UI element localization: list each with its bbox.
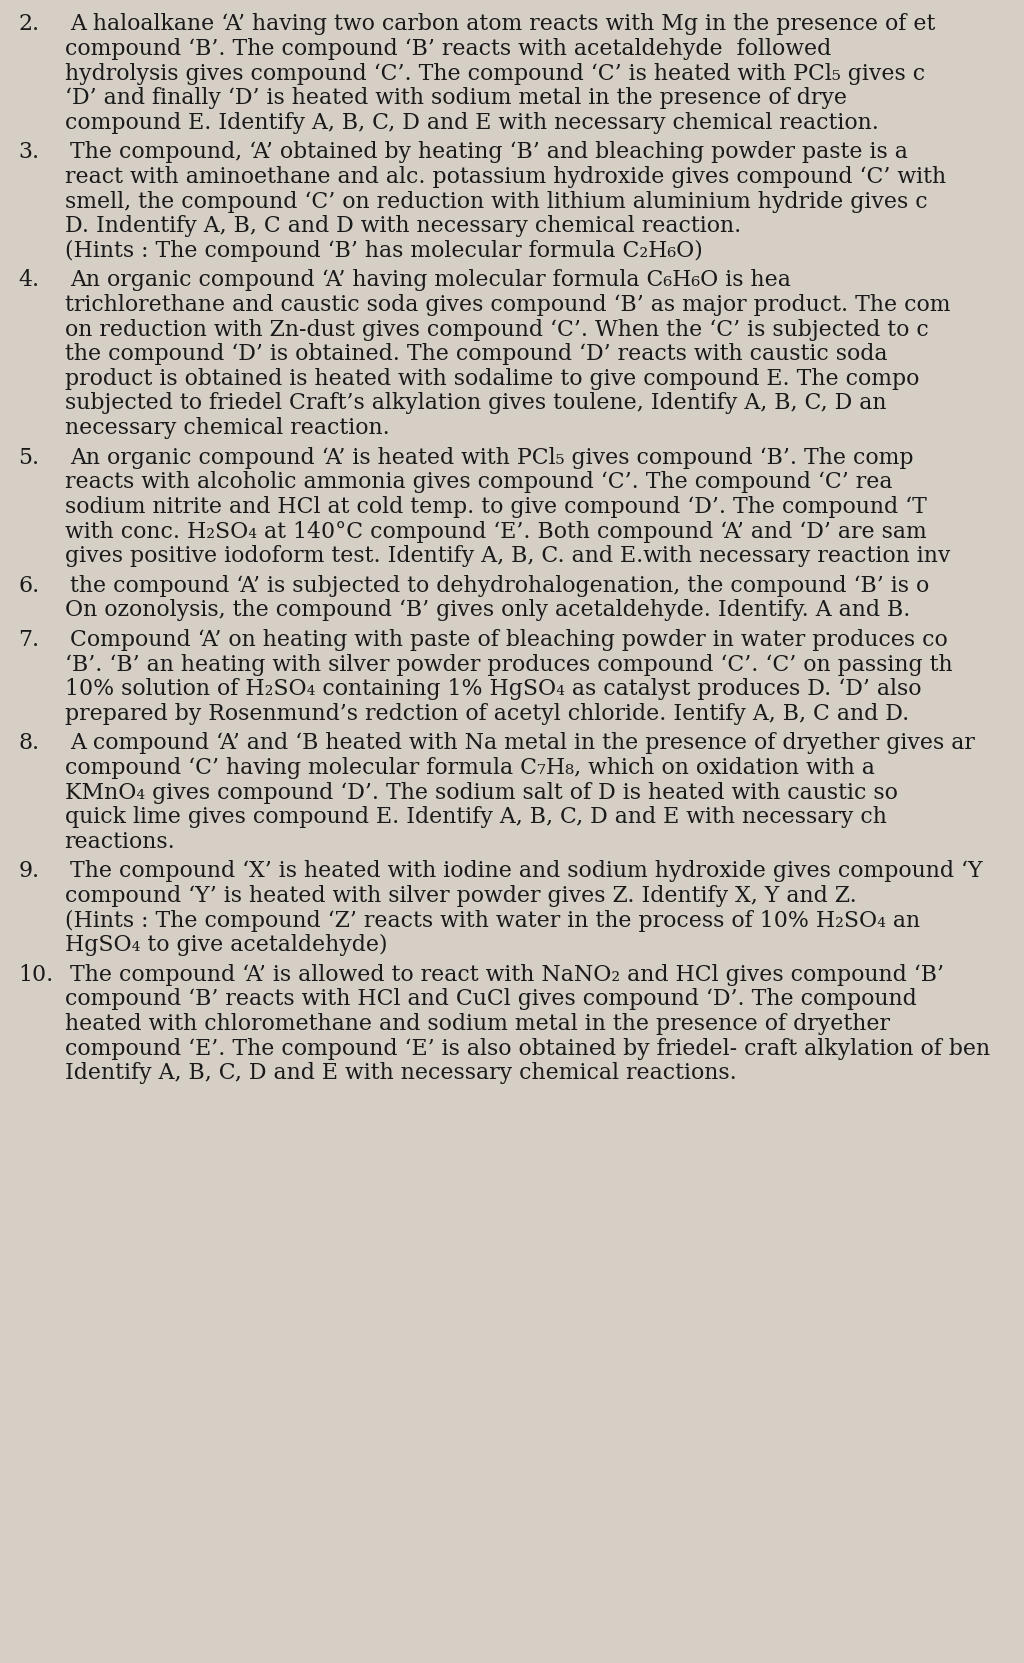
Text: compound ‘Y’ is heated with silver powder gives Z. Identify X, Y and Z.: compound ‘Y’ is heated with silver powde… (65, 885, 856, 906)
Text: (Hints : The compound ‘Z’ reacts with water in the process of 10% H₂SO₄ an: (Hints : The compound ‘Z’ reacts with wa… (65, 910, 920, 931)
Text: A haloalkane ‘A’ having two carbon atom reacts with Mg in the presence of et: A haloalkane ‘A’ having two carbon atom … (70, 13, 935, 35)
Text: D. Indentify A, B, C and D with necessary chemical reaction.: D. Indentify A, B, C and D with necessar… (65, 215, 740, 238)
Text: The compound ‘X’ is heated with iodine and sodium hydroxide gives compound ‘Y: The compound ‘X’ is heated with iodine a… (70, 860, 982, 883)
Text: 5.: 5. (18, 447, 40, 469)
Text: The compound ‘A’ is allowed to react with NaNO₂ and HCl gives compound ‘B’: The compound ‘A’ is allowed to react wit… (70, 965, 944, 986)
Text: compound E. Identify A, B, C, D and E with necessary chemical reaction.: compound E. Identify A, B, C, D and E wi… (65, 111, 879, 133)
Text: trichlorethane and caustic soda gives compound ‘B’ as major product. The com: trichlorethane and caustic soda gives co… (65, 294, 950, 316)
Text: The compound, ‘A’ obtained by heating ‘B’ and bleaching powder paste is a: The compound, ‘A’ obtained by heating ‘B… (70, 141, 907, 163)
Text: reactions.: reactions. (65, 832, 175, 853)
Text: 10.: 10. (18, 965, 53, 986)
Text: hydrolysis gives compound ‘C’. The compound ‘C’ is heated with PCl₅ gives c: hydrolysis gives compound ‘C’. The compo… (65, 63, 925, 85)
Text: 6.: 6. (18, 575, 40, 597)
Text: 10% solution of H₂SO₄ containing 1% HgSO₄ as catalyst produces D. ‘D’ also: 10% solution of H₂SO₄ containing 1% HgSO… (65, 679, 921, 700)
Text: 3.: 3. (18, 141, 40, 163)
Text: compound ‘B’ reacts with HCl and CuCl gives compound ‘D’. The compound: compound ‘B’ reacts with HCl and CuCl gi… (65, 988, 916, 1011)
Text: heated with chloromethane and sodium metal in the presence of dryether: heated with chloromethane and sodium met… (65, 1013, 890, 1034)
Text: compound ‘E’. The compound ‘E’ is also obtained by friedel- craft alkylation of : compound ‘E’. The compound ‘E’ is also o… (65, 1038, 989, 1059)
Text: quick lime gives compound E. Identify A, B, C, D and E with necessary ch: quick lime gives compound E. Identify A,… (65, 807, 887, 828)
Text: ‘B’. ‘B’ an heating with silver powder produces compound ‘C’. ‘C’ on passing th: ‘B’. ‘B’ an heating with silver powder p… (65, 654, 952, 675)
Text: On ozonolysis, the compound ‘B’ gives only acetaldehyde. Identify. A and B.: On ozonolysis, the compound ‘B’ gives on… (65, 599, 910, 622)
Text: (Hints : The compound ‘B’ has molecular formula C₂H₆O): (Hints : The compound ‘B’ has molecular … (65, 239, 702, 261)
Text: 9.: 9. (18, 860, 40, 883)
Text: smell, the compound ‘C’ on reduction with lithium aluminium hydride gives c: smell, the compound ‘C’ on reduction wit… (65, 191, 927, 213)
Text: the compound ‘A’ is subjected to dehydrohalogenation, the compound ‘B’ is o: the compound ‘A’ is subjected to dehydro… (70, 575, 929, 597)
Text: compound ‘C’ having molecular formula C₇H₈, which on oxidation with a: compound ‘C’ having molecular formula C₇… (65, 757, 874, 778)
Text: necessary chemical reaction.: necessary chemical reaction. (65, 417, 389, 439)
Text: react with aminoethane and alc. potassium hydroxide gives compound ‘C’ with: react with aminoethane and alc. potassiu… (65, 166, 945, 188)
Text: on reduction with Zn-dust gives compound ‘C’. When the ‘C’ is subjected to c: on reduction with Zn-dust gives compound… (65, 319, 929, 341)
Text: 7.: 7. (18, 629, 40, 650)
Text: HgSO₄ to give acetaldehyde): HgSO₄ to give acetaldehyde) (65, 935, 387, 956)
Text: the compound ‘D’ is obtained. The compound ‘D’ reacts with caustic soda: the compound ‘D’ is obtained. The compou… (65, 343, 887, 366)
Text: prepared by Rosenmund’s redction of acetyl chloride. Ientify A, B, C and D.: prepared by Rosenmund’s redction of acet… (65, 703, 908, 725)
Text: compound ‘B’. The compound ‘B’ reacts with acetaldehyde  followed: compound ‘B’. The compound ‘B’ reacts wi… (65, 38, 830, 60)
Text: 2.: 2. (18, 13, 40, 35)
Text: gives positive iodoform test. Identify A, B, C. and E.with necessary reaction in: gives positive iodoform test. Identify A… (65, 545, 950, 567)
Text: Identify A, B, C, D and E with necessary chemical reactions.: Identify A, B, C, D and E with necessary… (65, 1063, 736, 1084)
Text: sodium nitrite and HCl at cold temp. to give compound ‘D’. The compound ‘T: sodium nitrite and HCl at cold temp. to … (65, 496, 927, 517)
Text: ‘D’ and finally ‘D’ is heated with sodium metal in the presence of drye: ‘D’ and finally ‘D’ is heated with sodiu… (65, 86, 847, 110)
Text: Compound ‘A’ on heating with paste of bleaching powder in water produces co: Compound ‘A’ on heating with paste of bl… (70, 629, 947, 650)
Text: KMnO₄ gives compound ‘D’. The sodium salt of D is heated with caustic so: KMnO₄ gives compound ‘D’. The sodium sal… (65, 782, 897, 803)
Text: An organic compound ‘A’ having molecular formula C₆H₆O is hea: An organic compound ‘A’ having molecular… (70, 269, 791, 291)
Text: with conc. H₂SO₄ at 140°C compound ‘E’. Both compound ‘A’ and ‘D’ are sam: with conc. H₂SO₄ at 140°C compound ‘E’. … (65, 521, 927, 542)
Text: subjected to friedel Craft’s alkylation gives toulene, Identify A, B, C, D an: subjected to friedel Craft’s alkylation … (65, 392, 886, 414)
Text: 4.: 4. (18, 269, 40, 291)
Text: An organic compound ‘A’ is heated with PCl₅ gives compound ‘B’. The comp: An organic compound ‘A’ is heated with P… (70, 447, 913, 469)
Text: reacts with alcoholic ammonia gives compound ‘C’. The compound ‘C’ rea: reacts with alcoholic ammonia gives comp… (65, 471, 892, 494)
Text: product is obtained is heated with sodalime to give compound E. The compo: product is obtained is heated with sodal… (65, 368, 919, 389)
Text: A compound ‘A’ and ‘B heated with Na metal in the presence of dryether gives ar: A compound ‘A’ and ‘B heated with Na met… (70, 732, 975, 755)
Text: 8.: 8. (18, 732, 40, 755)
